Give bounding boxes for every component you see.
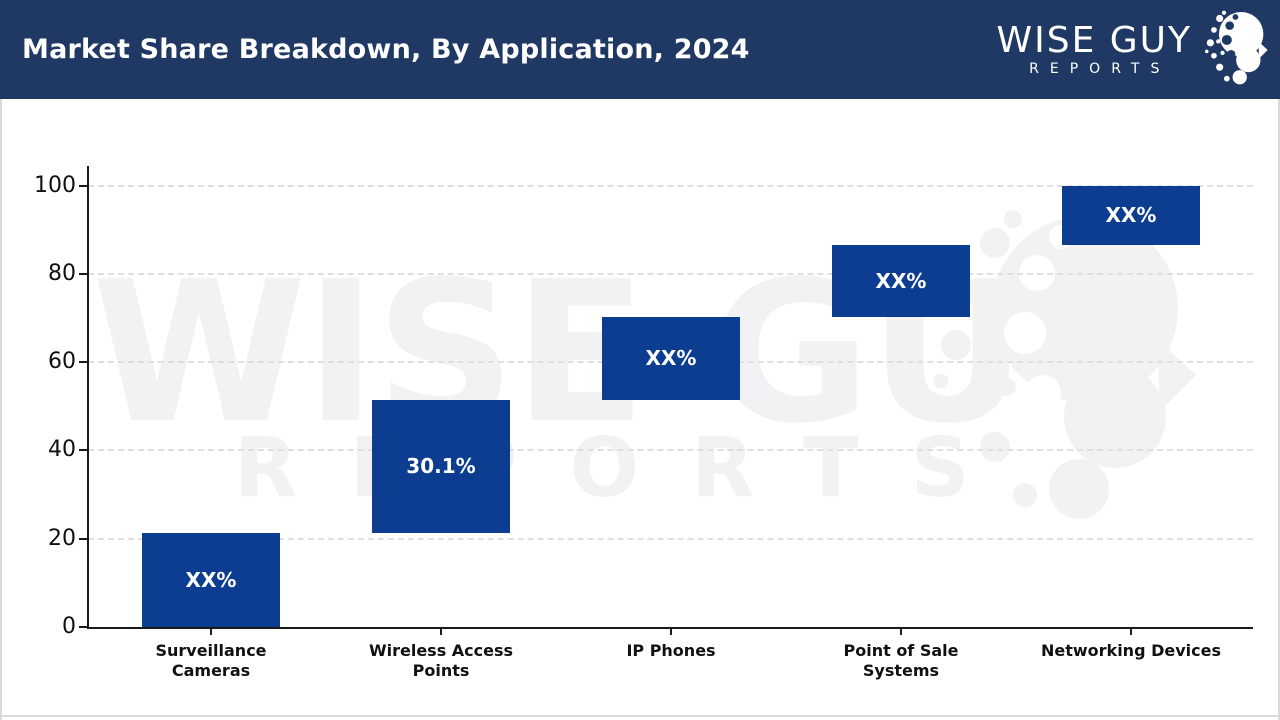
x-category-line: IP Phones: [626, 641, 716, 660]
gridline-100: [88, 184, 1253, 187]
x-tick-1: [440, 627, 442, 635]
y-tick-label-80: 80: [48, 260, 76, 286]
gridline-80: [88, 272, 1253, 275]
brand-head-icon: [1204, 10, 1268, 84]
gridline-40: [88, 449, 1253, 452]
x-category-label-3: Point of Sale Systems: [781, 641, 1021, 681]
bar-value-label: XX%: [1105, 203, 1157, 228]
x-category-line: Systems: [862, 661, 940, 680]
page-title: Market Share Breakdown, By Application, …: [22, 34, 750, 65]
x-category-label-2: IP Phones: [551, 641, 791, 661]
x-category-label-1: Wireless Access Points: [321, 641, 561, 681]
y-tick-20: [79, 537, 87, 540]
x-tick-3: [900, 627, 902, 635]
x-tick-4: [1130, 627, 1132, 635]
y-tick-60: [79, 361, 87, 364]
y-axis-spine: [87, 166, 89, 629]
bar-point-of-sale-systems: XX%: [832, 244, 970, 318]
y-tick-label-40: 40: [48, 437, 76, 463]
y-tick-100: [79, 184, 87, 187]
x-category-line: Networking Devices: [1041, 641, 1221, 660]
x-tick-0: [210, 627, 212, 635]
x-category-line: Surveillance: [155, 641, 267, 660]
bar-value-label: XX%: [645, 346, 697, 371]
x-category-label-4: Networking Devices: [1011, 641, 1251, 661]
border-bottom: [0, 715, 1280, 717]
y-tick-label-0: 0: [62, 614, 76, 639]
y-tick-0: [79, 626, 87, 628]
brand-name: WISE GUY: [996, 20, 1192, 61]
x-category-line: Cameras: [171, 661, 251, 680]
bar-value-label: 30.1%: [406, 454, 476, 479]
brand-subname: REPORTS: [1029, 61, 1171, 77]
bar-ip-phones: XX%: [602, 317, 740, 400]
y-tick-label-20: 20: [48, 525, 76, 551]
x-tick-2: [670, 627, 672, 635]
border-right: [1278, 99, 1280, 720]
y-tick-40: [79, 449, 87, 452]
bar-networking-devices: XX%: [1062, 185, 1200, 245]
brand-logo-text: WISE GUY REPORTS: [996, 20, 1193, 77]
x-axis-spine: [87, 627, 1253, 629]
x-category-line: Points: [412, 661, 470, 680]
x-category-line: Point of Sale: [843, 641, 959, 660]
x-category-label-0: Surveillance Cameras: [91, 641, 331, 681]
y-tick-80: [79, 272, 87, 275]
header-bar: Market Share Breakdown, By Application, …: [0, 0, 1280, 99]
brand-logo: WISE GUY REPORTS: [997, 0, 1271, 99]
bar-value-label: XX%: [185, 567, 237, 592]
bar-value-label: XX%: [875, 269, 927, 293]
bar-surveillance-cameras: XX%: [142, 532, 280, 627]
bar-wireless-access-points: 30.1%: [372, 399, 510, 533]
border-left: [0, 99, 2, 720]
gridline-20: [88, 537, 1253, 540]
x-category-line: Wireless Access: [368, 641, 514, 660]
y-tick-label-100: 100: [34, 172, 76, 198]
y-tick-label-60: 60: [48, 349, 76, 375]
